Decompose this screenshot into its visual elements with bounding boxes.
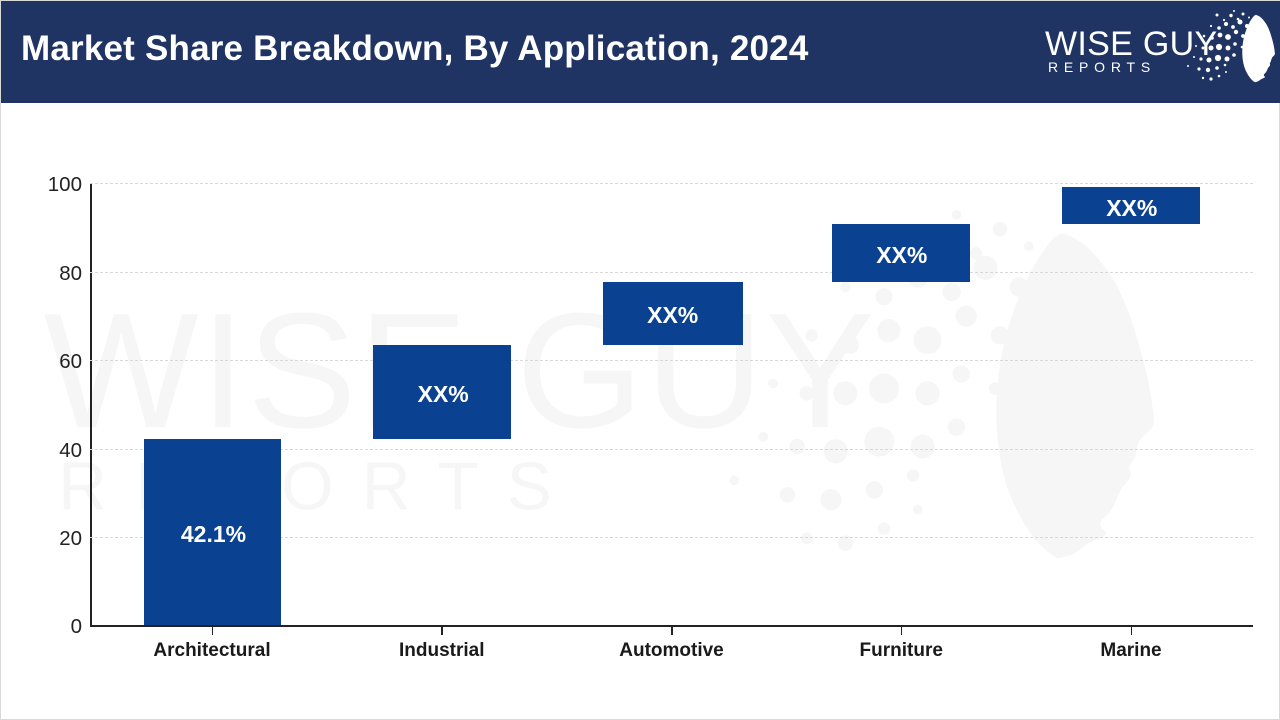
svg-text:REPORTS: REPORTS — [1048, 59, 1156, 75]
svg-text:WISE GUY: WISE GUY — [1045, 25, 1217, 63]
svg-text:REPORTS: REPORTS — [58, 449, 580, 524]
